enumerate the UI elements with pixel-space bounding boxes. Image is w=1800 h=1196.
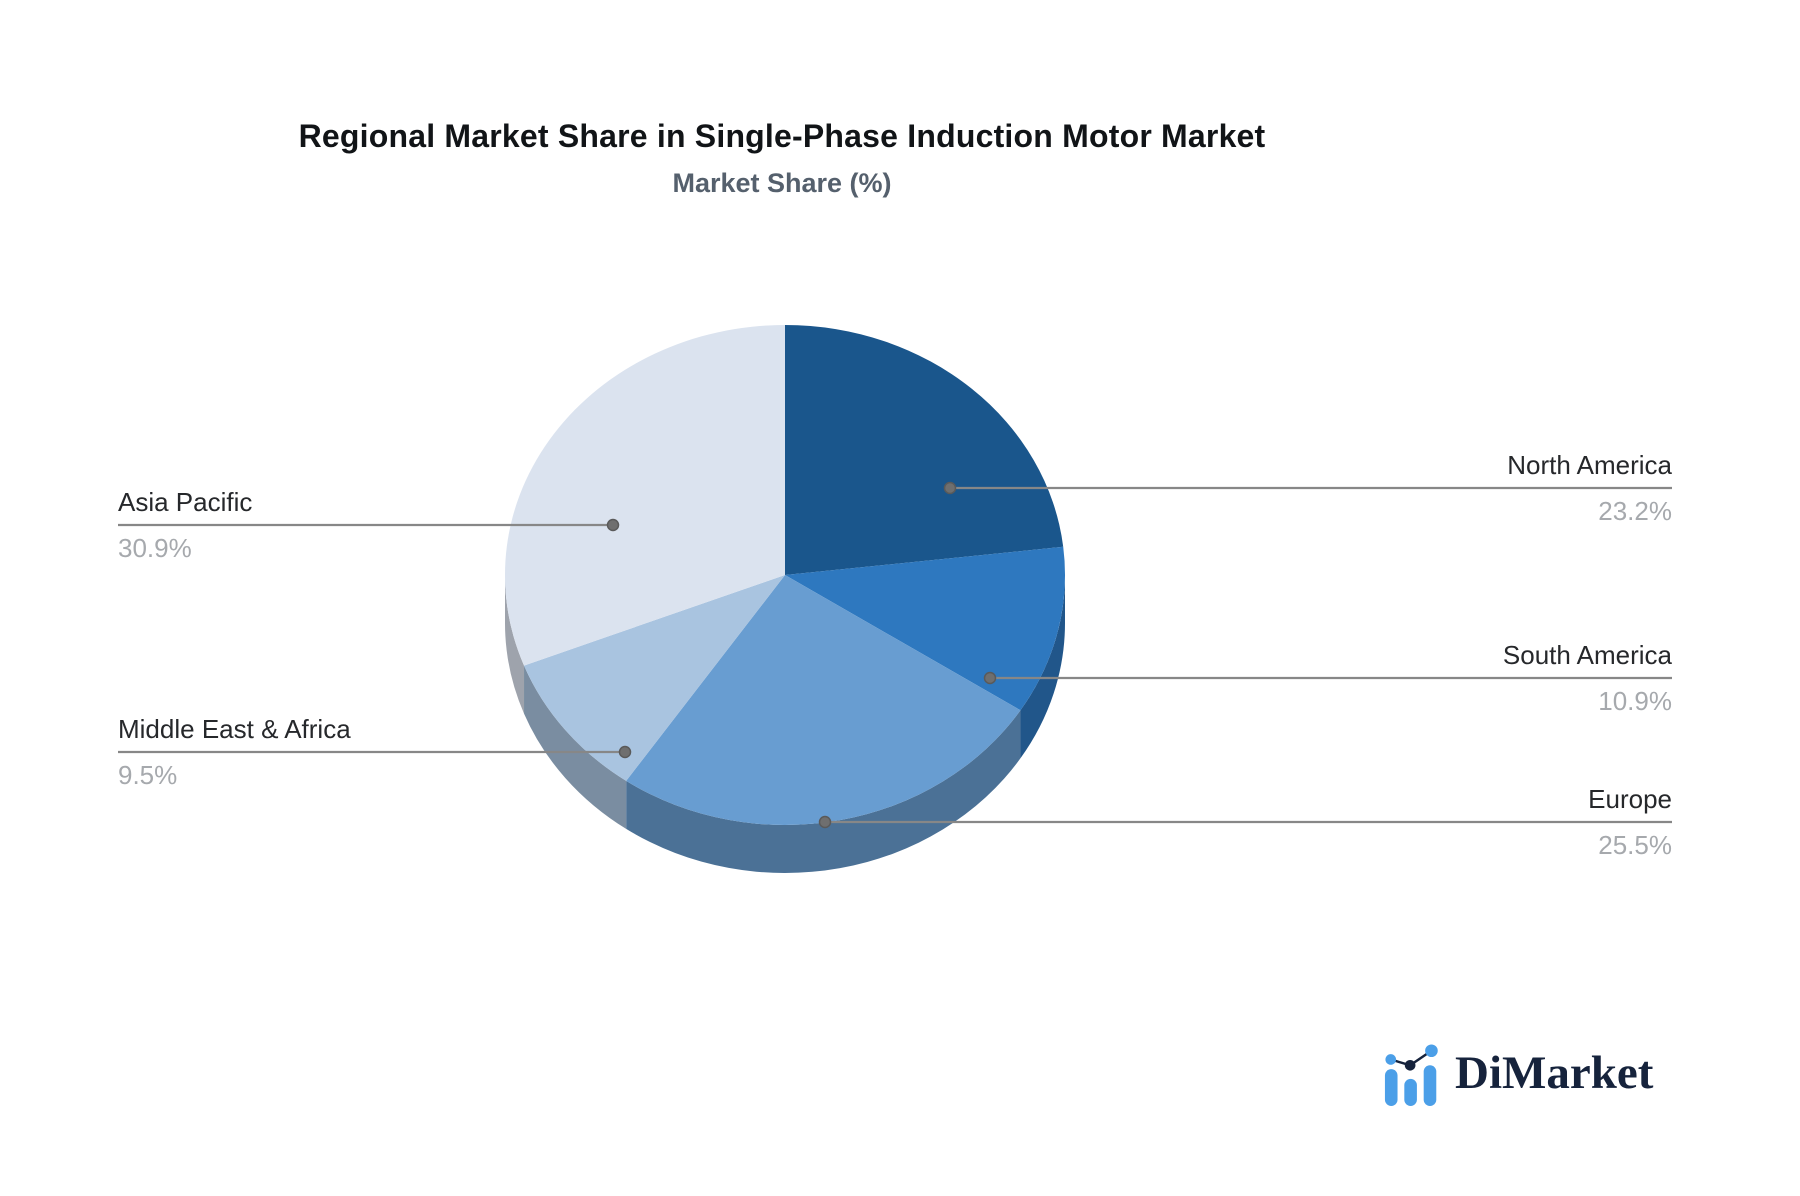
callout-europe: Europe 25.5% [1588, 784, 1672, 860]
callout-dot-asia-pacific [606, 518, 620, 532]
pie-slice-depth-south-america [1020, 575, 1065, 759]
pie-slice-depth-middle-east-africa [524, 665, 627, 829]
callout-asia-pacific: Asia Pacific 30.9% [118, 487, 252, 563]
pie-slice-europe [626, 575, 1021, 825]
callout-label-north-america: North America [1507, 450, 1672, 480]
callout-south-america: South America 10.9% [1503, 640, 1672, 716]
callout-label-middle-east-africa: Middle East & Africa [118, 714, 351, 744]
callout-value-europe: 25.5% [1598, 830, 1672, 860]
chart-subtitle: Market Share (%) [672, 168, 892, 198]
callout-middle-east-africa: Middle East & Africa 9.5% [118, 714, 351, 790]
pie-slice-south-america [785, 546, 1065, 711]
callout-label-europe: Europe [1588, 784, 1672, 814]
callout-dot-europe [818, 815, 832, 829]
callout-north-america: North America 23.2% [1507, 450, 1672, 526]
bar-chart-trend-icon [1384, 1044, 1438, 1106]
callout-label-south-america: South America [1502, 640, 1672, 670]
callout-dot-south-america [983, 671, 997, 685]
callout-dot-north-america [943, 481, 957, 495]
pie-slice-depth-asia-pacific [505, 575, 525, 714]
callout-dot-middle-east-africa [618, 745, 632, 759]
brand-logo: DiMarket [1383, 1042, 1653, 1106]
callout-value-north-america: 23.2% [1598, 496, 1672, 526]
callout-label-asia-pacific: Asia Pacific [118, 487, 253, 517]
pie-slice-asia-pacific [504, 325, 785, 666]
callout-value-south-america: 10.9% [1598, 686, 1672, 716]
pie-slice-middle-east-africa [524, 575, 785, 781]
callout-value-asia-pacific: 30.9% [118, 533, 192, 563]
brand-name: DiMarket [1455, 1047, 1654, 1099]
page-title: Regional Market Share in Single-Phase In… [298, 118, 1266, 154]
callout-value-middle-east-africa: 9.5% [118, 760, 178, 790]
pie-slice-depth-europe [626, 710, 1021, 874]
pie-slice-north-america [785, 325, 1064, 575]
